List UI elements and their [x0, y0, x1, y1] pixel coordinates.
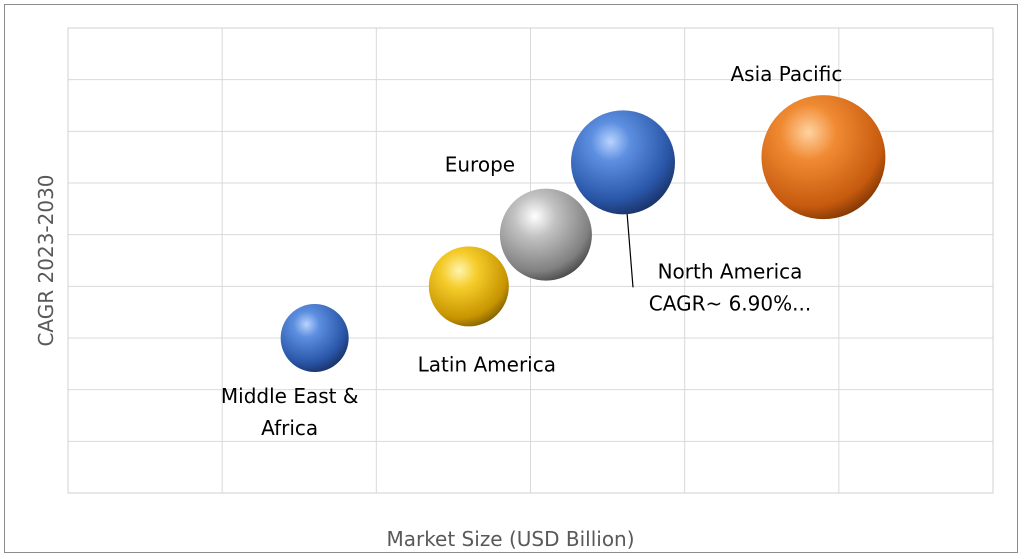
chart-frame	[4, 4, 1018, 553]
y-axis-title: CAGR 2023-2030	[34, 174, 58, 346]
bubble-label-asia-pacific: Asia Pacific	[730, 62, 842, 86]
bubble-latin-america	[428, 246, 509, 327]
bubble-north-america-cagr	[571, 110, 675, 215]
bubble-europe	[499, 188, 592, 281]
plot-area-border	[67, 27, 994, 494]
x-axis-title: Market Size (USD Billion)	[386, 527, 634, 551]
bubble-label-europe: Europe	[445, 153, 515, 177]
bubble-label-latin-america: Latin America	[418, 352, 556, 376]
bubble-label-north-america-cagr: North America CAGR~ 6.90%...	[649, 259, 811, 315]
bubble-asia-pacific	[761, 95, 886, 220]
bubble-label-middle-east-africa: Middle East & Africa	[221, 384, 359, 440]
bubble-middle-east-africa	[280, 304, 349, 372]
